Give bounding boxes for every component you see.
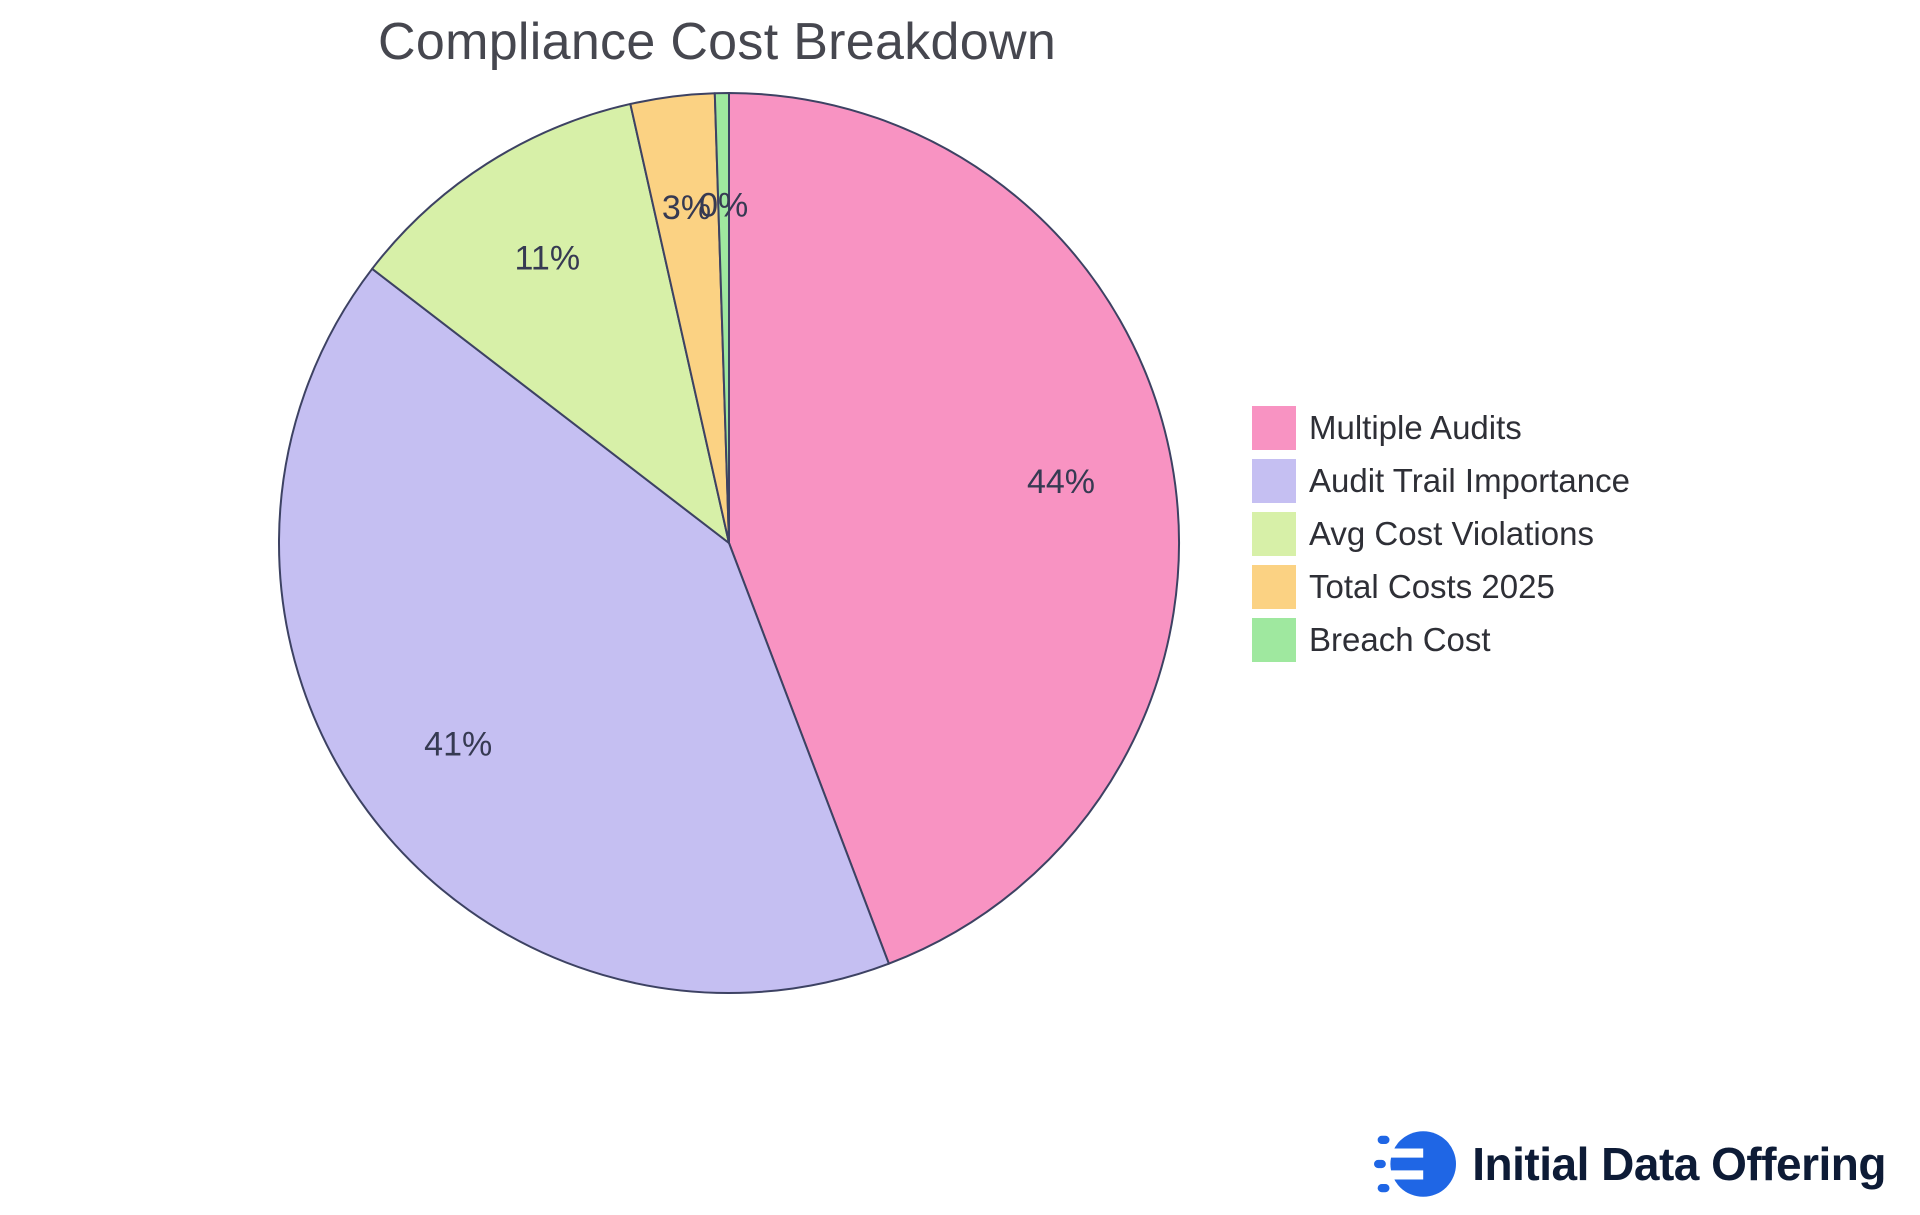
brand-name: Initial Data Offering xyxy=(1472,1138,1886,1190)
legend-item-avg-cost-violations: Avg Cost Violations xyxy=(1252,512,1630,556)
legend-label: Multiple Audits xyxy=(1309,409,1522,446)
pie-slice-avg-cost-violations xyxy=(371,102,730,544)
legend-label: Avg Cost Violations xyxy=(1309,515,1594,552)
pie-slice-audit-trail-importance xyxy=(278,267,890,994)
slice-percent-label: 44% xyxy=(1027,463,1095,501)
legend-item-multiple-audits: Multiple Audits xyxy=(1252,406,1630,450)
slice-percent-label: 41% xyxy=(424,725,492,763)
legend-item-audit-trail-importance: Audit Trail Importance xyxy=(1252,459,1630,503)
legend-label: Audit Trail Importance xyxy=(1309,462,1630,499)
chart-title: Compliance Cost Breakdown xyxy=(378,13,1057,71)
legend-swatch xyxy=(1252,565,1296,609)
legend-swatch xyxy=(1252,512,1296,556)
legend: Multiple Audits Audit Trail Importance Avg… xyxy=(1252,406,1630,662)
slice-percent-label: 0% xyxy=(699,187,748,225)
legend-swatch xyxy=(1252,459,1296,503)
legend-swatch xyxy=(1252,618,1296,662)
pie-slice-breach-cost xyxy=(713,91,730,544)
legend-item-breach-cost: Breach Cost xyxy=(1252,618,1630,662)
slice-percent-label: 11% xyxy=(515,240,581,278)
legend-label: Total Costs 2025 xyxy=(1309,568,1555,605)
legend-item-total-costs-2025: Total Costs 2025 xyxy=(1252,565,1630,609)
brand-footer: Initial Data Offering xyxy=(1374,1125,1886,1203)
slice-percent-label: 3% xyxy=(662,189,711,227)
legend-swatch xyxy=(1252,406,1296,450)
ido-logo-icon xyxy=(1374,1131,1457,1197)
pie-slice-multiple-audits xyxy=(728,92,1180,965)
legend-label: Breach Cost xyxy=(1309,621,1491,658)
